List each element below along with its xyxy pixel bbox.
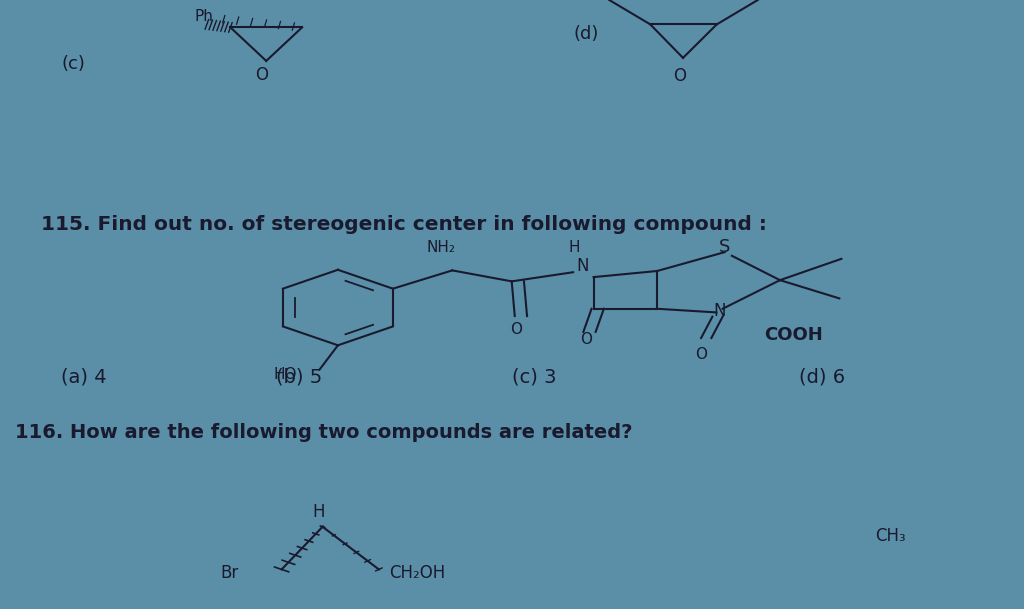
Text: 115. Find out no. of stereogenic center in following compound :: 115. Find out no. of stereogenic center … [41,216,767,234]
Text: H: H [568,240,580,255]
Text: Ph: Ph [195,9,213,24]
Text: O: O [581,332,592,347]
Text: COOH: COOH [765,326,823,344]
Text: 116. How are the following two compounds are related?: 116. How are the following two compounds… [15,423,633,442]
Text: H: H [312,502,325,521]
Text: (b) 5: (b) 5 [276,368,323,387]
Text: S: S [719,238,730,256]
Text: O: O [673,67,686,85]
Text: N: N [577,257,589,275]
Text: (d) 6: (d) 6 [799,368,845,387]
Text: (a) 4: (a) 4 [61,368,108,387]
Text: O: O [255,66,268,84]
Text: NH₂: NH₂ [427,240,456,255]
Text: CH₃: CH₃ [876,527,906,545]
Text: O: O [510,322,521,337]
Text: HO: HO [273,367,297,382]
Text: (c) 3: (c) 3 [512,368,556,387]
Text: (d): (d) [573,24,599,43]
Text: (c): (c) [61,55,85,73]
Text: Br: Br [220,563,239,582]
Text: CH₂OH: CH₂OH [389,563,445,582]
Text: N: N [714,301,726,320]
Text: O: O [695,347,707,362]
